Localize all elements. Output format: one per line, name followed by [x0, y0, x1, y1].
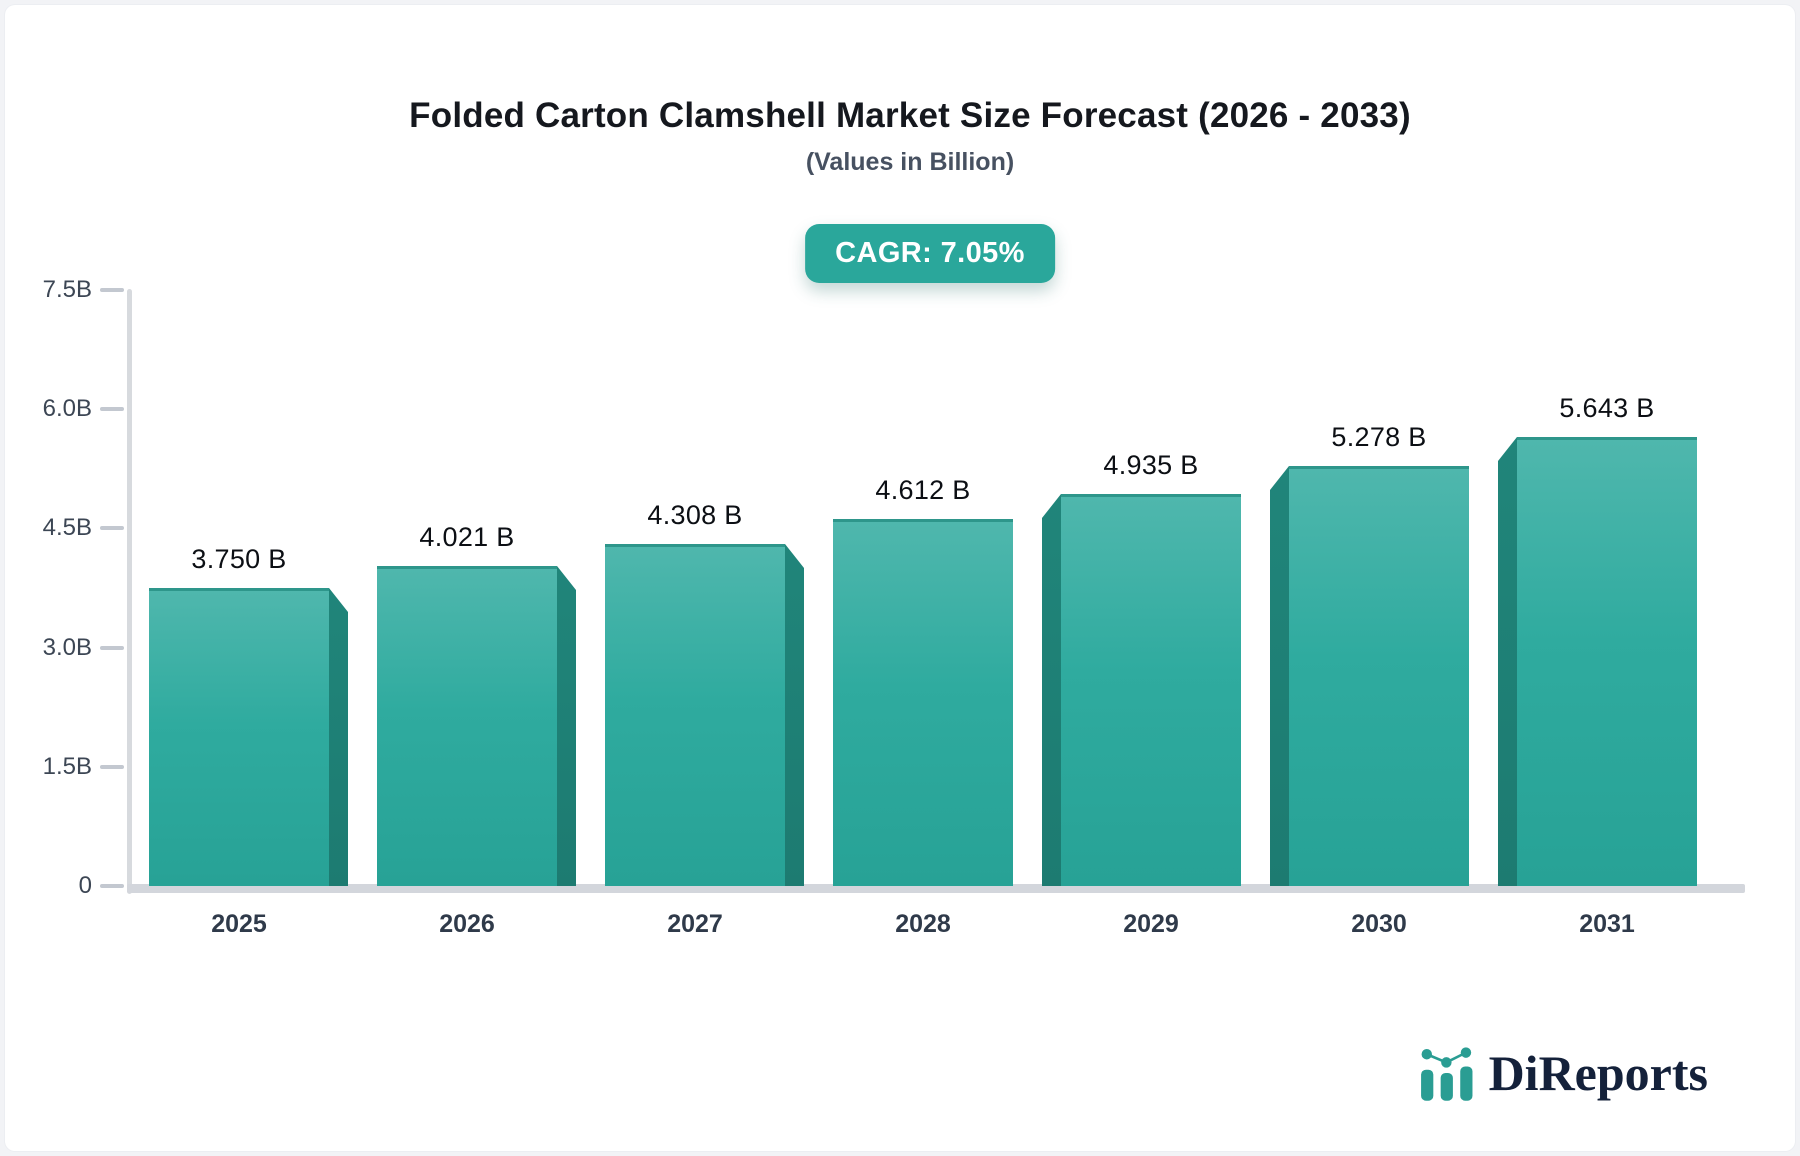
bar [833, 519, 1013, 886]
bar-value-label: 5.278 B [1331, 422, 1427, 452]
y-tick-label: 3.0B [42, 633, 92, 661]
bar-value-label: 5.643 B [1559, 393, 1655, 423]
bar-value-label: 4.612 B [875, 475, 971, 505]
x-tick-label: 2027 [667, 910, 723, 938]
y-tick-label: 7.5B [42, 275, 92, 303]
x-tick-label: 2031 [1579, 910, 1635, 938]
brand-name: DiReports [1488, 1045, 1708, 1101]
bar-side-3d [1498, 437, 1517, 886]
bar-value-label: 4.021 B [419, 522, 515, 552]
y-tick-dash [100, 287, 124, 292]
y-tick-dash [100, 526, 124, 531]
chart-title: Folded Carton Clamshell Market Size Fore… [409, 96, 1411, 135]
y-tick-label: 0 [78, 872, 92, 899]
bar [1289, 466, 1469, 886]
y-tick-label: 1.5B [42, 752, 92, 780]
bar [1517, 437, 1697, 886]
y-tick-label: 6.0B [42, 395, 92, 422]
y-tick-label: 4.5B [42, 514, 92, 542]
x-axis-baseline [127, 884, 1745, 893]
bar [1061, 494, 1241, 886]
cagr-badge: CAGR: 7.05% [805, 224, 1055, 283]
bar-value-label: 4.308 B [647, 500, 743, 530]
bar-value-label: 3.750 B [191, 544, 287, 574]
bar-side-3d [1270, 466, 1289, 886]
x-tick-label: 2028 [895, 910, 951, 938]
bar-side-3d [785, 544, 804, 886]
bar-side-3d [557, 566, 576, 886]
bar-side-3d [329, 588, 348, 886]
bar-value-label: 4.935 B [1103, 450, 1199, 480]
bar [149, 588, 329, 886]
bar-side-3d [1042, 494, 1061, 886]
chart-subtitle: (Values in Billion) [805, 148, 1015, 176]
brand-logo: DiReports [1417, 1038, 1708, 1108]
y-tick-dash [100, 645, 124, 650]
y-tick-dash [100, 407, 124, 411]
y-tick-dash [100, 764, 124, 769]
x-tick-label: 2025 [211, 910, 267, 938]
x-tick-label: 2026 [439, 910, 495, 938]
x-tick-label: 2030 [1351, 910, 1407, 938]
bar [377, 566, 557, 886]
y-axis-line [127, 289, 132, 894]
bar [605, 544, 785, 886]
x-tick-label: 2029 [1123, 910, 1179, 938]
bar-chart-logo-icon [1417, 1042, 1479, 1104]
y-tick-dash [100, 884, 124, 888]
